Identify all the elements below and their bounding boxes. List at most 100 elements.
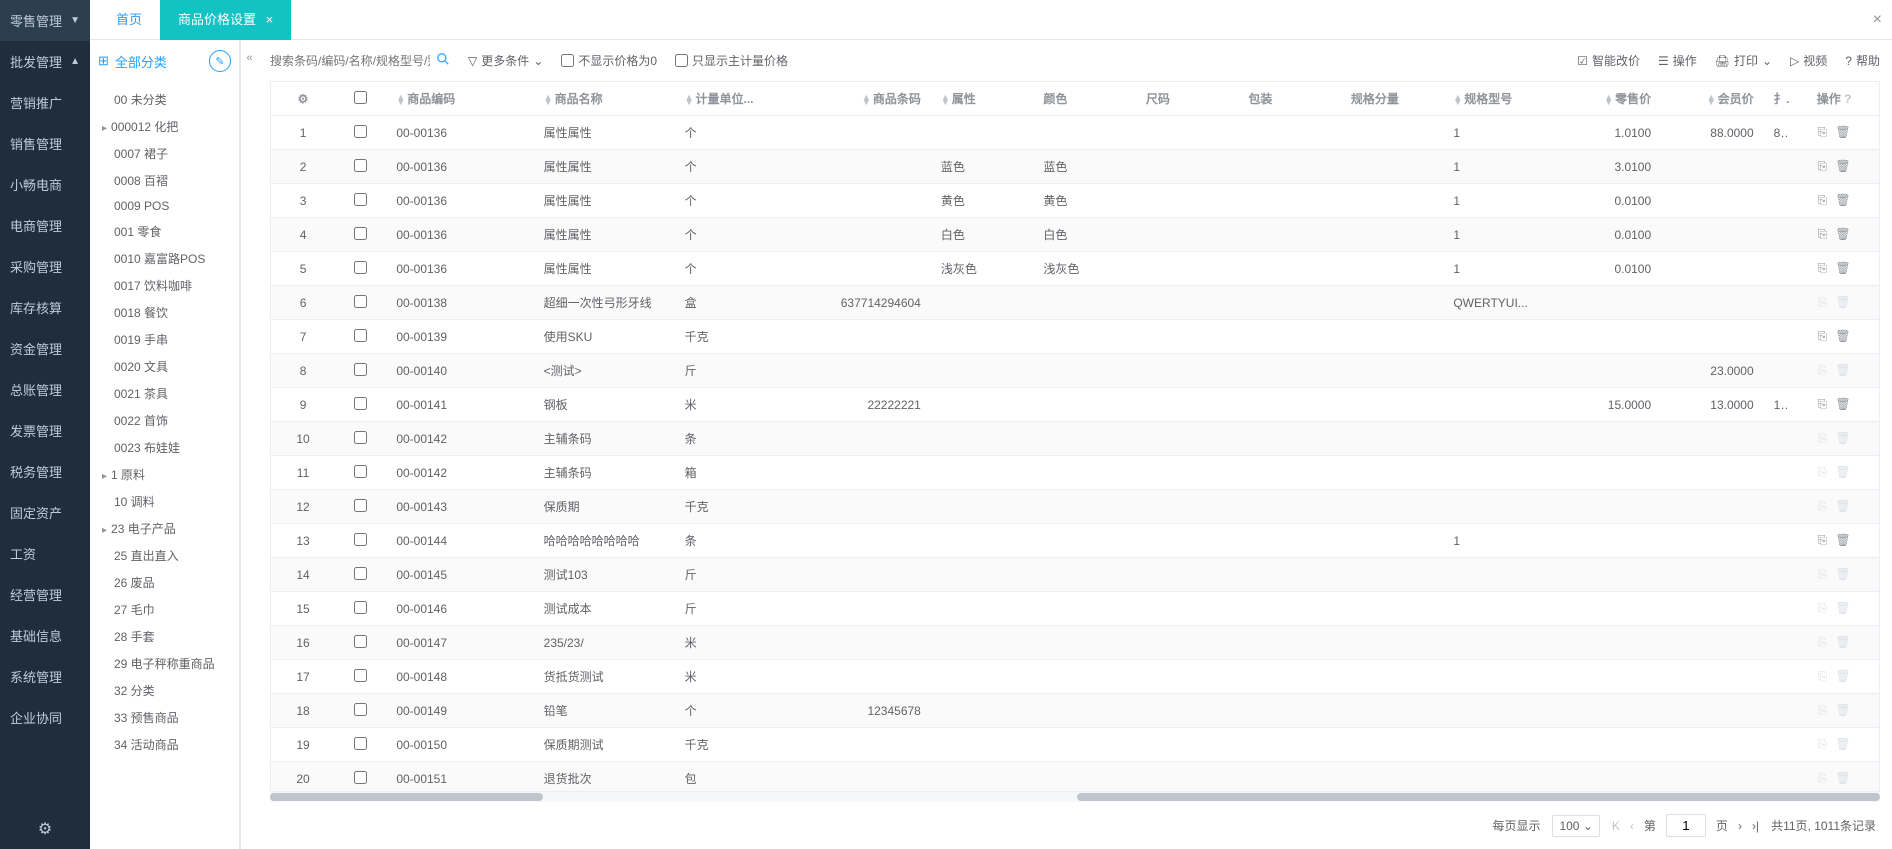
row-checkbox[interactable] xyxy=(354,329,367,342)
sidebar-item-6[interactable]: 采购管理 xyxy=(0,246,90,287)
row-checkbox[interactable] xyxy=(354,703,367,716)
row-checkbox[interactable] xyxy=(354,227,367,240)
row-checkbox[interactable] xyxy=(354,193,367,206)
row-checkbox[interactable] xyxy=(354,601,367,614)
tree-node-4[interactable]: 0009 POS xyxy=(90,194,239,218)
row-edit-icon[interactable]: ⎘ xyxy=(1818,329,1828,344)
sidebar-item-8[interactable]: 资金管理 xyxy=(0,328,90,369)
main-unit-only-checkbox[interactable]: 只显示主计量价格 xyxy=(675,52,788,69)
sidebar-item-7[interactable]: 库存核算 xyxy=(0,287,90,328)
row-edit-icon[interactable]: ⎘ xyxy=(1818,533,1828,548)
tab-home[interactable]: 首页 xyxy=(98,0,160,40)
operate-button[interactable]: ☰ 操作 xyxy=(1658,52,1697,69)
row-checkbox[interactable] xyxy=(354,499,367,512)
tree-node-5[interactable]: 001 零食 xyxy=(90,218,239,245)
sort-icon[interactable]: ▲▼ xyxy=(1707,95,1716,105)
sidebar-item-15[interactable]: 基础信息 xyxy=(0,615,90,656)
tree-node-17[interactable]: 25 直出直入 xyxy=(90,542,239,569)
sidebar-item-17[interactable]: 企业协同 xyxy=(0,697,90,738)
row-checkbox[interactable] xyxy=(354,159,367,172)
search-icon[interactable] xyxy=(436,52,450,69)
horizontal-scrollbar[interactable] xyxy=(270,792,1880,802)
sort-icon[interactable]: ▲▼ xyxy=(862,95,871,105)
sort-icon[interactable]: ▲▼ xyxy=(685,95,694,105)
tree-node-16[interactable]: 23 电子产品 xyxy=(90,515,239,542)
row-checkbox[interactable] xyxy=(354,125,367,138)
row-delete-icon[interactable]: 🗑 xyxy=(1835,261,1850,276)
sort-icon[interactable]: ▲▼ xyxy=(941,95,950,105)
sidebar-item-11[interactable]: 税务管理 xyxy=(0,451,90,492)
row-checkbox[interactable] xyxy=(354,431,367,444)
settings-icon[interactable]: ⚙ xyxy=(0,809,90,849)
tree-node-18[interactable]: 26 废品 xyxy=(90,569,239,596)
row-delete-icon[interactable]: 🗑 xyxy=(1835,227,1850,242)
gear-icon[interactable]: ⚙ xyxy=(298,92,309,106)
sidebar-item-14[interactable]: 经营管理 xyxy=(0,574,90,615)
row-checkbox[interactable] xyxy=(354,363,367,376)
row-checkbox[interactable] xyxy=(354,465,367,478)
sort-icon[interactable]: ▲▼ xyxy=(396,95,405,105)
row-checkbox[interactable] xyxy=(354,771,367,784)
row-checkbox[interactable] xyxy=(354,261,367,274)
sidebar-item-10[interactable]: 发票管理 xyxy=(0,410,90,451)
tree-node-2[interactable]: 0007 裙子 xyxy=(90,140,239,167)
sidebar-item-5[interactable]: 电商管理 xyxy=(0,205,90,246)
tree-node-21[interactable]: 29 电子秤称重商品 xyxy=(90,650,239,677)
sidebar-item-12[interactable]: 固定资产 xyxy=(0,492,90,533)
row-checkbox[interactable] xyxy=(354,533,367,546)
tree-node-23[interactable]: 33 预售商品 xyxy=(90,704,239,731)
last-page-button[interactable]: ›| xyxy=(1752,819,1759,833)
tree-node-3[interactable]: 0008 百褶 xyxy=(90,167,239,194)
tab-close-icon[interactable]: × xyxy=(266,12,274,27)
page-number-input[interactable] xyxy=(1666,814,1706,837)
row-delete-icon[interactable]: 🗑 xyxy=(1835,159,1850,174)
row-checkbox[interactable] xyxy=(354,295,367,308)
smart-edit-button[interactable]: ☑ 智能改价 xyxy=(1577,52,1640,69)
more-filter-button[interactable]: ▽ 更多条件 ⌄ xyxy=(468,52,543,69)
select-all-checkbox[interactable] xyxy=(354,91,367,104)
collapse-tree-button[interactable]: « xyxy=(240,40,258,849)
tree-node-11[interactable]: 0021 茶具 xyxy=(90,380,239,407)
row-edit-icon[interactable]: ⎘ xyxy=(1818,125,1828,140)
tree-node-14[interactable]: 1 原料 xyxy=(90,461,239,488)
row-checkbox[interactable] xyxy=(354,397,367,410)
sidebar-item-3[interactable]: 销售管理 xyxy=(0,123,90,164)
row-checkbox[interactable] xyxy=(354,669,367,682)
row-edit-icon[interactable]: ⎘ xyxy=(1818,227,1828,242)
sort-icon[interactable]: ▲▼ xyxy=(1604,95,1613,105)
tree-node-0[interactable]: 00 未分类 xyxy=(90,86,239,113)
sidebar-item-2[interactable]: 营销推广 xyxy=(0,82,90,123)
row-edit-icon[interactable]: ⎘ xyxy=(1818,159,1828,174)
edit-tree-button[interactable]: ✎ xyxy=(209,50,231,72)
search-input[interactable] xyxy=(270,54,430,68)
print-button[interactable]: 🖨 打印 ⌄ xyxy=(1715,52,1772,69)
tree-node-1[interactable]: 000012 化把 xyxy=(90,113,239,140)
row-delete-icon[interactable]: 🗑 xyxy=(1835,329,1850,344)
table-scroll[interactable]: ⚙ ▲▼商品编码 ▲▼商品名称 ▲▼计量单位... ▲▼商品条码 ▲▼属性 颜色… xyxy=(270,81,1880,792)
tree-node-22[interactable]: 32 分类 xyxy=(90,677,239,704)
video-button[interactable]: ▷ 视频 xyxy=(1790,52,1827,69)
row-edit-icon[interactable]: ⎘ xyxy=(1818,261,1828,276)
tree-node-24[interactable]: 34 活动商品 xyxy=(90,731,239,758)
tree-node-15[interactable]: 10 调料 xyxy=(90,488,239,515)
row-checkbox[interactable] xyxy=(354,567,367,580)
row-checkbox[interactable] xyxy=(354,635,367,648)
tree-node-20[interactable]: 28 手套 xyxy=(90,623,239,650)
row-delete-icon[interactable]: 🗑 xyxy=(1835,125,1850,140)
sort-icon[interactable]: ▲▼ xyxy=(1453,95,1462,105)
first-page-button[interactable]: K xyxy=(1612,819,1620,833)
sidebar-item-13[interactable]: 工资 xyxy=(0,533,90,574)
hide-zero-price-checkbox[interactable]: 不显示价格为0 xyxy=(561,52,657,69)
sidebar-item-4[interactable]: 小畅电商 xyxy=(0,164,90,205)
sidebar-item-16[interactable]: 系统管理 xyxy=(0,656,90,697)
tree-node-7[interactable]: 0017 饮料咖啡 xyxy=(90,272,239,299)
tree-node-12[interactable]: 0022 首饰 xyxy=(90,407,239,434)
sort-icon[interactable]: ▲▼ xyxy=(544,95,553,105)
tree-node-10[interactable]: 0020 文具 xyxy=(90,353,239,380)
tree-node-6[interactable]: 0010 嘉富路POS xyxy=(90,245,239,272)
tab-active[interactable]: 商品价格设置 × xyxy=(160,0,291,40)
tree-node-13[interactable]: 0023 布娃娃 xyxy=(90,434,239,461)
close-all-tabs-icon[interactable]: × xyxy=(1873,11,1882,29)
help-button[interactable]: ? 帮助 xyxy=(1845,52,1880,69)
page-size-select[interactable]: 100 ⌄ xyxy=(1552,815,1599,837)
